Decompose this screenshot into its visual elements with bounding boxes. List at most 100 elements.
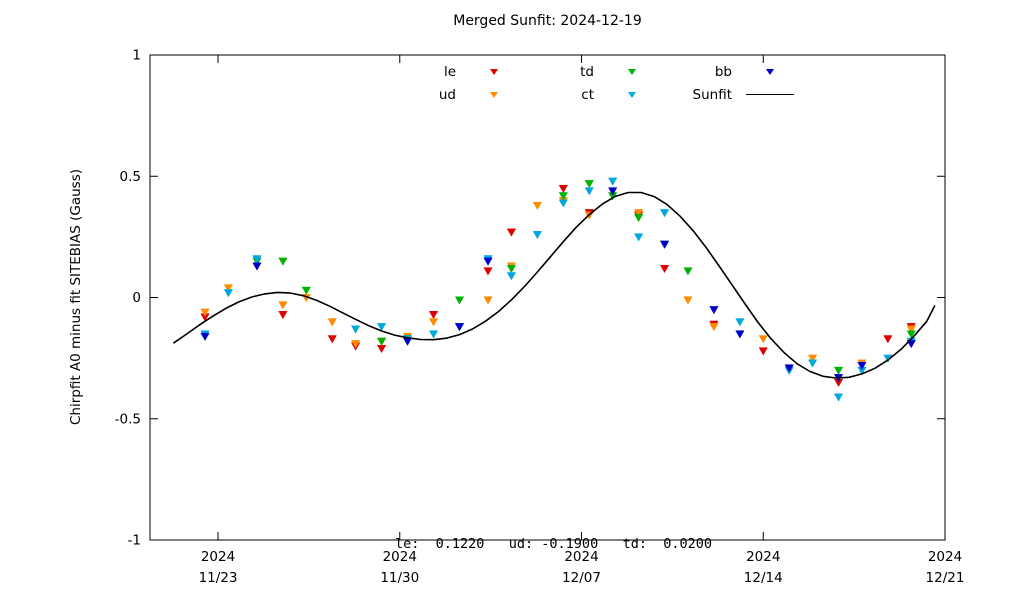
triangle-down-icon [608, 68, 656, 75]
data-point-td [278, 257, 288, 266]
triangle-down-icon [470, 68, 518, 75]
data-point-ud [758, 335, 768, 344]
legend-label: td [580, 63, 594, 80]
data-point-bb [857, 361, 867, 371]
data-point-ud [807, 354, 818, 363]
data-point-td [906, 330, 916, 339]
x-tick-label-date: 11/30 [380, 570, 419, 586]
legend-entry-sunfit: Sunfit [656, 83, 794, 106]
data-point-td [833, 366, 844, 375]
x-tick-label-date: 12/14 [744, 570, 783, 586]
data-point-le [376, 344, 387, 354]
data-point-ct [558, 199, 568, 208]
data-point-bb [906, 340, 916, 349]
y-tick-label: -1 [128, 533, 141, 549]
data-point-ud [483, 296, 493, 305]
x-tick-label-date: 12/21 [926, 570, 965, 586]
data-point-td [584, 180, 594, 189]
fit-coefficients-annotation: le: 0.1220 ud: -0.1900 td: 0.0200 ct: -0… [395, 477, 712, 600]
data-point-le [483, 267, 493, 276]
line-sample-icon [746, 94, 794, 95]
data-point-ud [683, 296, 693, 305]
data-point-ct [428, 330, 439, 339]
x-tick-label-date: 12/07 [562, 570, 601, 586]
data-point-ct [634, 233, 644, 242]
data-point-ct [506, 272, 517, 281]
y-tick-label: 1 [132, 48, 141, 64]
data-point-bb [608, 187, 618, 196]
data-point-le [278, 311, 288, 320]
data-point-ct [608, 177, 618, 186]
legend-label: Sunfit [692, 86, 732, 103]
x-tick-label-year: 2024 [201, 549, 235, 565]
data-point-le [758, 347, 768, 356]
data-point-bb [735, 330, 745, 339]
data-point-le [558, 184, 568, 194]
data-point-ud [223, 284, 234, 293]
data-point-le [327, 335, 337, 344]
data-point-bb [200, 332, 210, 342]
legend-entry-bb: bb [656, 60, 794, 83]
data-point-ud [906, 325, 916, 334]
x-tick-label-year: 2024 [383, 549, 417, 565]
data-point-td [558, 192, 568, 201]
data-point-bb [252, 262, 262, 271]
data-point-ud [428, 318, 439, 327]
data-point-le [883, 335, 893, 344]
plot-border [149, 54, 946, 541]
data-point-ct [735, 318, 745, 327]
data-point-le [506, 228, 517, 237]
data-point-bb [709, 306, 719, 315]
data-point-ct [252, 255, 262, 264]
data-point-ct [223, 289, 234, 298]
data-point-td [454, 296, 465, 305]
data-point-td [634, 214, 644, 223]
x-tick-label-year: 2024 [564, 549, 598, 565]
x-tick-label-year: 2024 [746, 549, 780, 565]
triangle-down-icon [746, 68, 794, 75]
data-point-bb [402, 337, 413, 346]
legend-label: ud [438, 86, 456, 103]
data-point-ct [351, 325, 361, 334]
data-point-bb [454, 323, 465, 332]
x-tick-label-date: 11/23 [199, 570, 238, 586]
legend-label: ct [581, 86, 594, 103]
y-tick-label: -0.5 [115, 411, 141, 427]
data-point-bb [784, 364, 794, 373]
legend-entry-le: le [380, 60, 518, 83]
data-point-td [376, 337, 387, 346]
data-point-ud [351, 340, 361, 349]
data-point-le [659, 264, 670, 274]
chart-title: Merged Sunfit: 2024-12-19 [453, 13, 642, 29]
data-point-td [506, 264, 517, 274]
y-tick-label: 0.5 [120, 169, 141, 185]
data-point-ud [200, 308, 210, 317]
legend-entry-td: td [518, 60, 656, 83]
data-point-ud [709, 323, 719, 332]
x-tick-label-year: 2024 [928, 549, 962, 565]
y-tick-label: 0 [132, 290, 141, 306]
data-point-ct [833, 393, 844, 402]
legend-entry-ct: ct [518, 83, 656, 106]
data-point-le [428, 311, 439, 320]
legend-entry-ud: ud [380, 83, 518, 106]
data-point-bb [483, 257, 493, 266]
data-point-td [301, 286, 311, 295]
legend: le td bb ud ct Sunfit [380, 60, 794, 106]
data-point-ct [659, 209, 670, 218]
legend-label: le [443, 63, 456, 80]
legend-label: bb [714, 63, 732, 80]
data-point-ct [532, 231, 543, 240]
data-point-ct [584, 187, 594, 196]
data-point-td [683, 267, 693, 276]
triangle-down-icon [470, 91, 518, 98]
data-point-ud [327, 318, 337, 327]
data-point-bb [659, 240, 670, 249]
data-point-ct [807, 359, 818, 368]
data-point-ud [278, 301, 288, 310]
annotation-line-1: le: 0.1220 ud: -0.1900 td: 0.0200 [395, 536, 712, 552]
data-point-ud [532, 201, 543, 211]
data-point-ud [634, 209, 644, 218]
sunfit-curve [173, 191, 936, 379]
